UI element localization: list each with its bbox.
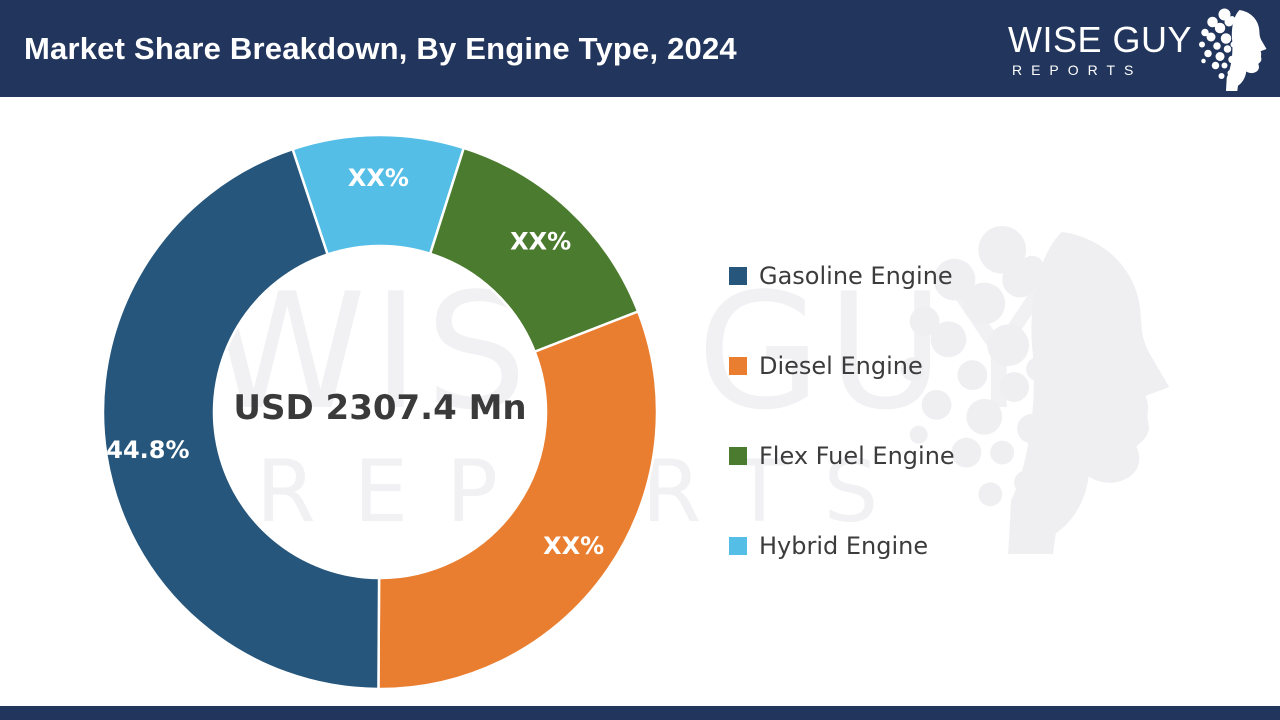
legend-item-hybrid: Hybrid Engine [729,532,955,560]
legend-item-diesel: Diesel Engine [729,352,955,380]
legend-label-flex-fuel: Flex Fuel Engine [759,442,955,470]
chart-legend: Gasoline Engine Diesel Engine Flex Fuel … [729,262,955,622]
donut-slice-diesel-engine [377,310,659,691]
brand-subtitle: REPORTS [1011,61,1143,78]
slice-label-flex-fuel-engine: XX% [510,228,571,256]
legend-label-hybrid: Hybrid Engine [759,532,929,560]
brand-name: WISE GUY [1007,18,1192,60]
legend-swatch-gasoline [729,267,747,285]
page-title: Market Share Breakdown, By Engine Type, … [24,30,737,66]
brand-logo-text: WISE GUY REPORTS [1007,18,1192,78]
legend-label-diesel: Diesel Engine [759,352,923,380]
legend-swatch-hybrid [729,537,747,555]
slice-label-hybrid-engine: XX% [348,164,409,192]
legend-item-flex-fuel: Flex Fuel Engine [729,442,955,470]
donut-center-value: USD 2307.4 Mn [233,388,527,428]
header-bar: Market Share Breakdown, By Engine Type, … [0,0,1280,97]
legend-swatch-diesel [729,357,747,375]
donut-slice-gasoline-engine [101,147,381,691]
legend-label-gasoline: Gasoline Engine [759,262,953,290]
brand-logo: WISE GUY REPORTS [1008,7,1270,91]
legend-swatch-flex-fuel [729,447,747,465]
slice-label-diesel-engine: XX% [543,532,604,560]
footer-bar [0,706,1280,720]
slice-label-gasoline-engine: 44.8% [106,436,189,464]
legend-item-gasoline: Gasoline Engine [729,262,955,290]
